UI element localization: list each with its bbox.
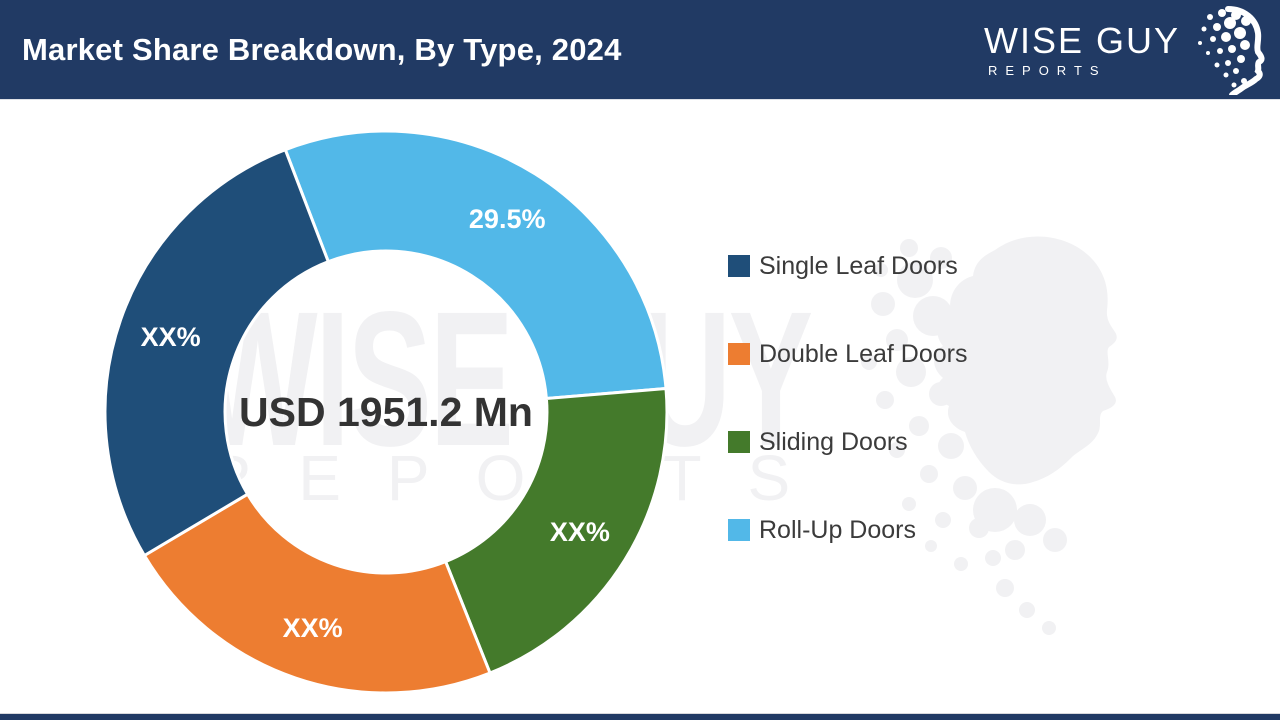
slice-label-sliding-doors: XX%: [550, 517, 610, 547]
chart-legend: Single Leaf Doors Double Leaf Doors Slid…: [728, 252, 967, 544]
brand-wordmark: WISE GUY REPORTS: [983, 19, 1180, 78]
legend-label-single-leaf-doors: Single Leaf Doors: [759, 252, 958, 280]
brand-name: WISE GUY: [983, 19, 1180, 61]
legend-label-roll-up-doors: Roll-Up Doors: [759, 516, 916, 544]
legend-item-roll-up-doors: Roll-Up Doors: [728, 516, 967, 544]
legend-label-sliding-doors: Sliding Doors: [759, 428, 908, 456]
legend-item-sliding-doors: Sliding Doors: [728, 428, 967, 456]
watermark-wordmark: WISE GUY: [198, 271, 813, 486]
page-title: Market Share Breakdown, By Type, 2024: [22, 31, 622, 67]
donut-segment-roll-up-doors: [283, 129, 668, 400]
header-bar: Market Share Breakdown, By Type, 2024 WI…: [0, 0, 1280, 100]
legend-item-double-leaf-doors: Double Leaf Doors: [728, 340, 967, 368]
brand-subtitle: REPORTS: [987, 62, 1107, 78]
legend-swatch-single-leaf-doors: [728, 255, 750, 277]
donut-segment-double-leaf-doors: [142, 492, 492, 695]
donut-segment-sliding-doors: [444, 387, 669, 675]
donut-segment-single-leaf-doors: [103, 148, 330, 557]
watermark-subtitle: REPORTS: [206, 442, 837, 514]
legend-swatch-roll-up-doors: [728, 519, 750, 541]
bottom-bar: [0, 713, 1280, 720]
brand-logo: WISE GUY REPORTS: [984, 4, 1266, 96]
legend-swatch-sliding-doors: [728, 431, 750, 453]
slice-label-single-leaf-doors: XX%: [141, 322, 201, 352]
legend-item-single-leaf-doors: Single Leaf Doors: [728, 252, 967, 280]
slice-label-roll-up-doors: 29.5%: [469, 204, 546, 234]
legend-swatch-double-leaf-doors: [728, 343, 750, 365]
watermark-head-illustration: [861, 236, 1117, 635]
chart-center-value: USD 1951.2 Mn: [239, 389, 533, 435]
legend-label-double-leaf-doors: Double Leaf Doors: [759, 340, 968, 368]
brand-head-icon: [1198, 6, 1265, 95]
slice-label-double-leaf-doors: XX%: [283, 613, 343, 643]
